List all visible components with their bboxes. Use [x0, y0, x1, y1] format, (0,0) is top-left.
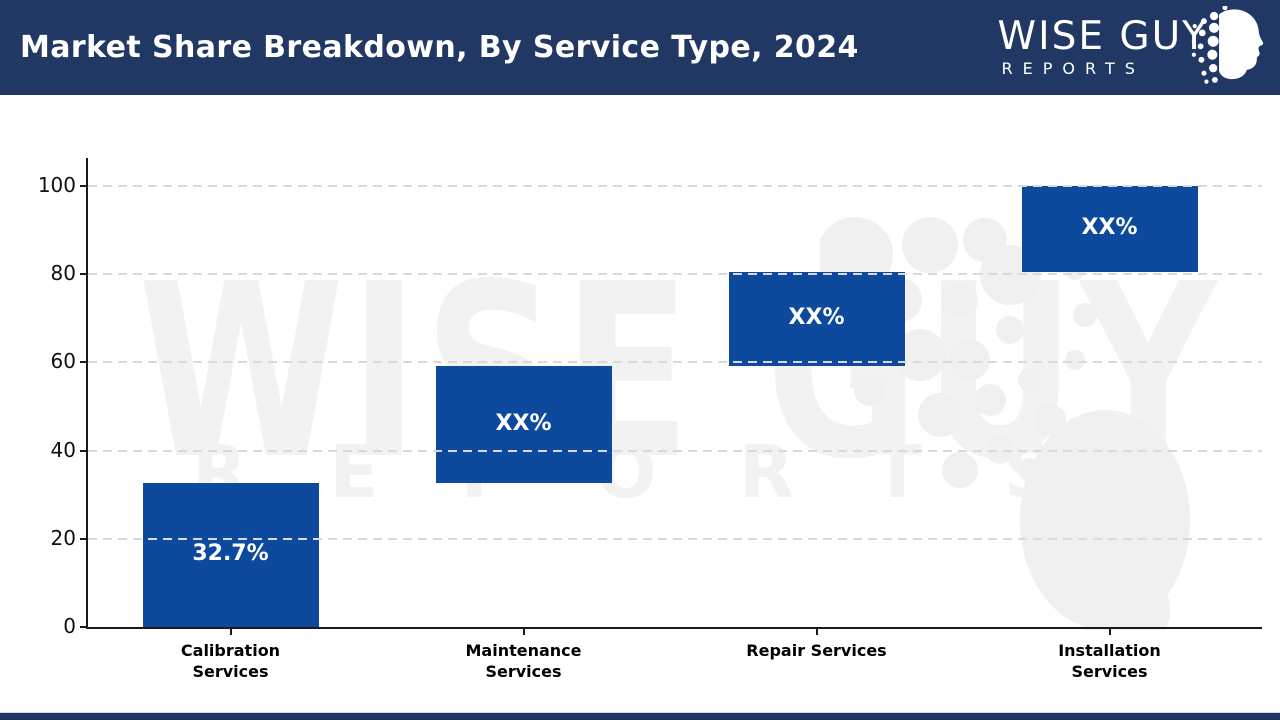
y-tick-label: 100: [37, 173, 76, 197]
y-tick-mark: [80, 626, 88, 628]
footer-bar: [0, 712, 1280, 720]
y-tick-label: 40: [50, 437, 76, 462]
y-tick-mark: [80, 361, 88, 364]
bar-value-label: XX%: [495, 410, 552, 436]
bar-value-label: XX%: [1081, 214, 1138, 240]
header: Market Share Breakdown, By Service Type,…: [0, 0, 1280, 95]
gridline: [88, 185, 1262, 187]
category-label-line: Services: [192, 662, 269, 681]
logo-wordmark: WISE GUY: [997, 14, 1208, 59]
x-tick-mark: [229, 629, 232, 635]
category-label-line: Calibration: [180, 641, 281, 660]
gridline: [88, 361, 1262, 364]
category-label-line: Installation: [1058, 641, 1161, 660]
bar: [728, 271, 905, 367]
category-label-line: Repair Services: [746, 641, 887, 660]
y-tick-label: 60: [50, 349, 76, 374]
logo-text: WISE GUY REPORTS: [998, 17, 1208, 78]
category-label: Installation Services: [1000, 640, 1220, 682]
y-tick-mark: [80, 185, 88, 187]
y-axis: [86, 158, 88, 629]
bar: [142, 482, 319, 627]
bar: [1021, 186, 1198, 272]
logo-subtext: REPORTS: [1001, 59, 1145, 78]
logo-head-icon: [1191, 5, 1264, 84]
watermark-subtext: REPORTS: [192, 430, 1138, 514]
gridline: [88, 273, 1262, 276]
bar-value-label: 32.7%: [192, 540, 269, 566]
x-tick-mark: [815, 629, 818, 635]
chart-title: Market Share Breakdown, By Service Type,…: [20, 30, 859, 65]
category-label: Repair Services: [707, 640, 927, 661]
gridline: [88, 449, 1262, 452]
bar: [435, 366, 612, 483]
bar-value-label: XX%: [788, 304, 845, 330]
category-label-line: Maintenance: [465, 641, 582, 660]
x-axis: [86, 627, 1262, 629]
y-tick-mark: [80, 273, 88, 276]
category-label-line: Services: [485, 662, 562, 681]
y-tick-label: 80: [50, 261, 76, 286]
category-label-line: Services: [1071, 662, 1148, 681]
y-tick-label: 0: [63, 614, 76, 638]
y-tick-mark: [80, 449, 88, 452]
x-tick-mark: [1108, 629, 1111, 635]
category-label: Calibration Services: [121, 640, 341, 682]
y-tick-mark: [80, 537, 88, 540]
category-label: Maintenance Services: [414, 640, 634, 682]
x-tick-mark: [522, 629, 525, 635]
gridline: [88, 537, 1262, 540]
wiseguy-logo: WISE GUY REPORTS: [998, 5, 1280, 90]
y-tick-label: 20: [50, 525, 76, 550]
